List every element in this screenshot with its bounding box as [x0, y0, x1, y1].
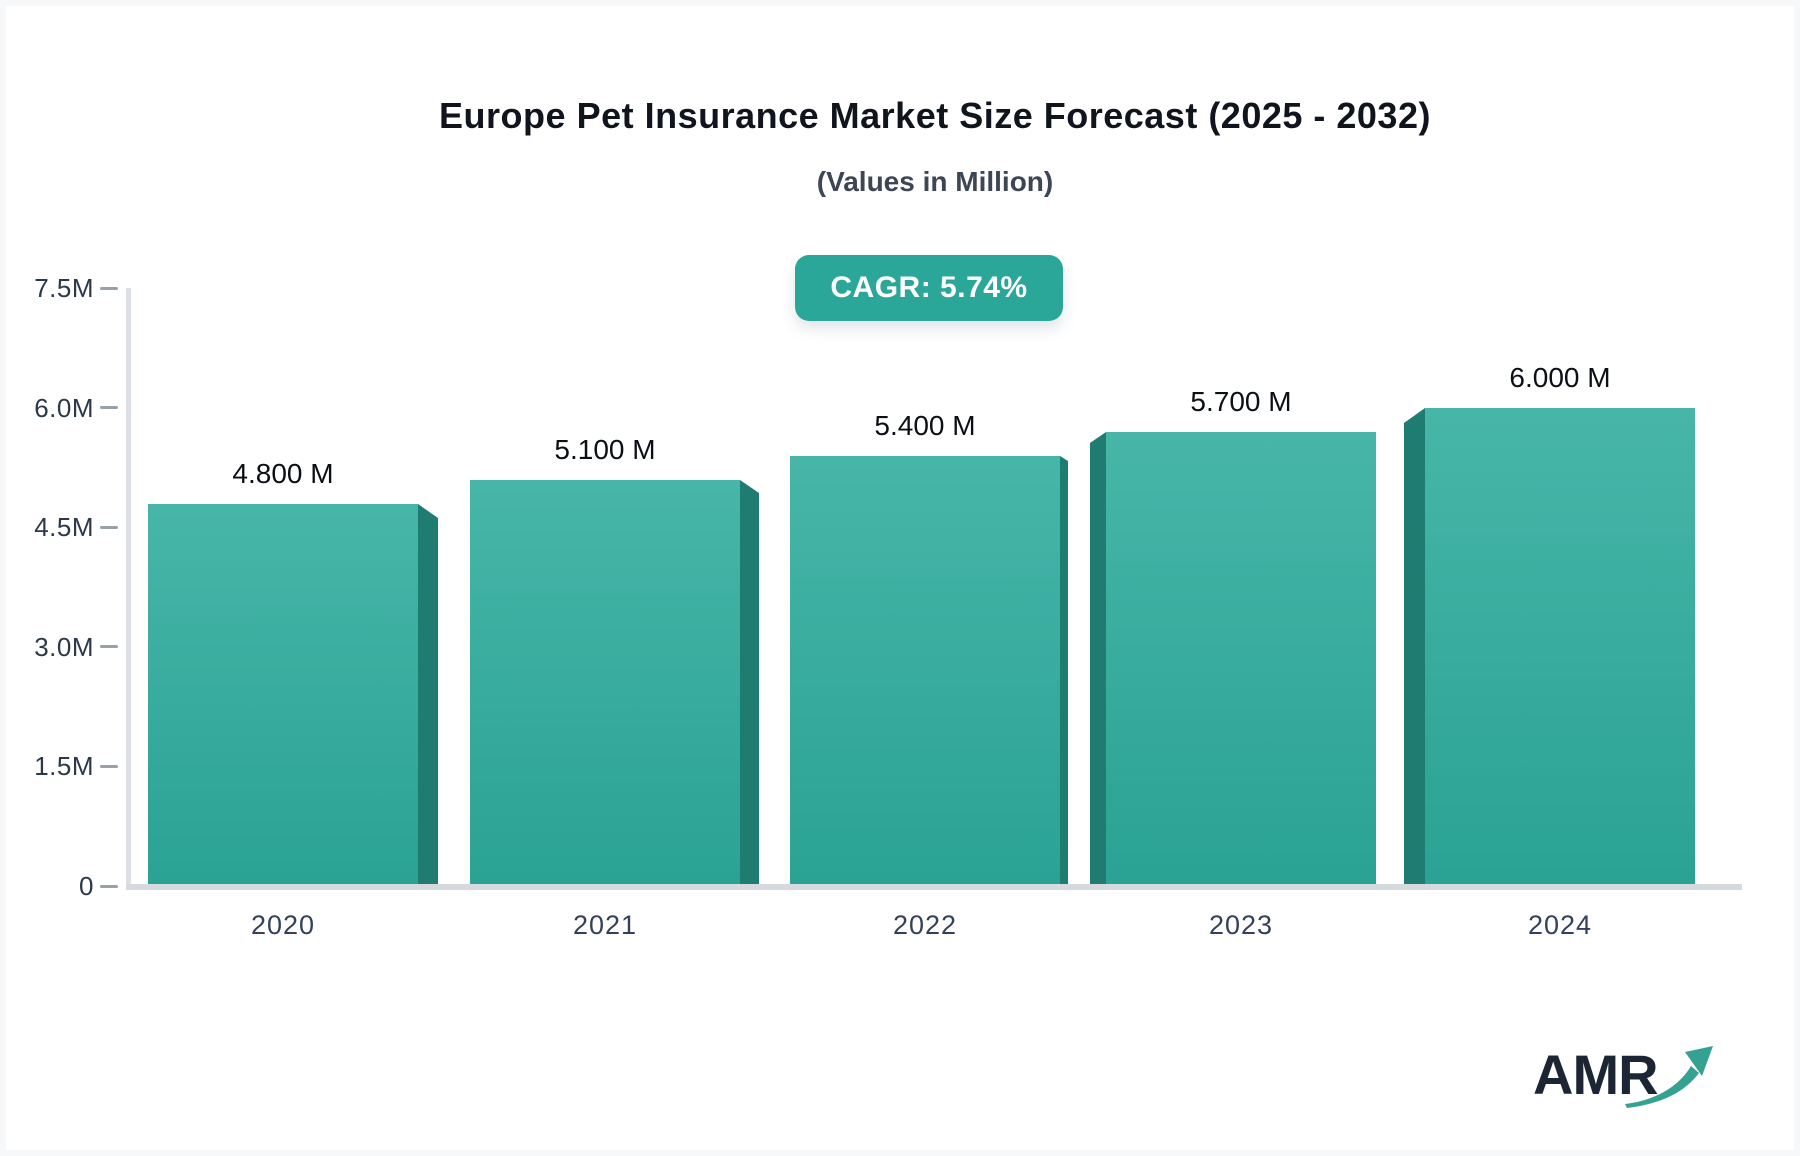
bar-side-3d — [1060, 456, 1068, 885]
bar-2024 — [1425, 408, 1695, 885]
x-tick-label: 2022 — [892, 910, 958, 940]
bar-value-label: 5.100 M — [554, 434, 656, 465]
x-tick-label: 2021 — [572, 910, 638, 940]
x-tick-label: 2023 — [1208, 910, 1274, 940]
x-tick-label: 2024 — [1527, 910, 1593, 940]
bar-2020 — [148, 504, 418, 885]
growth-arrow-head-icon — [1685, 1046, 1713, 1076]
bar-value-label: 5.400 M — [874, 410, 976, 441]
y-tick-mark — [100, 525, 118, 529]
y-tick-mark — [100, 764, 118, 768]
amr-logo-text: AMR — [1533, 1043, 1658, 1106]
y-tick-label: 0 — [79, 871, 94, 901]
y-axis-line — [126, 288, 131, 884]
growth-arrow-icon — [1625, 1066, 1699, 1108]
y-tick-mark — [100, 286, 118, 290]
y-tick-mark — [100, 645, 118, 649]
cagr-badge-label: CAGR: 5.74% — [830, 271, 1028, 304]
bar-side-3d — [740, 480, 759, 885]
y-tick-label: 4.5M — [34, 512, 94, 543]
bar-side-3d — [1404, 408, 1425, 885]
chart-title: Europe Pet Insurance Market Size Forecas… — [439, 95, 1431, 136]
bar-2023 — [1106, 432, 1376, 885]
x-axis-line — [126, 884, 1742, 890]
bar-2022 — [790, 456, 1060, 885]
y-tick-label: 6.0M — [34, 392, 94, 423]
bar-side-3d — [1090, 432, 1106, 885]
x-tick-label: 2020 — [250, 910, 316, 940]
y-tick-label: 3.0M — [34, 631, 94, 662]
y-tick-label: 1.5M — [34, 751, 94, 782]
amr-logo-graphic: AMR — [1533, 1043, 1713, 1108]
bar-value-label: 4.800 M — [232, 458, 334, 489]
y-tick-mark — [100, 406, 118, 410]
cagr-badge: CAGR: 5.74% — [795, 255, 1063, 321]
chart-subtitle: (Values in Million) — [816, 166, 1054, 197]
bar-2021 — [470, 480, 740, 885]
bar-value-label: 6.000 M — [1509, 362, 1611, 393]
y-tick-label: 7.5M — [34, 273, 94, 304]
bar-side-3d — [418, 504, 438, 885]
y-tick-mark — [100, 884, 118, 888]
bar-value-label: 5.700 M — [1190, 386, 1292, 417]
amr-logo: AMR — [1533, 1036, 1723, 1112]
